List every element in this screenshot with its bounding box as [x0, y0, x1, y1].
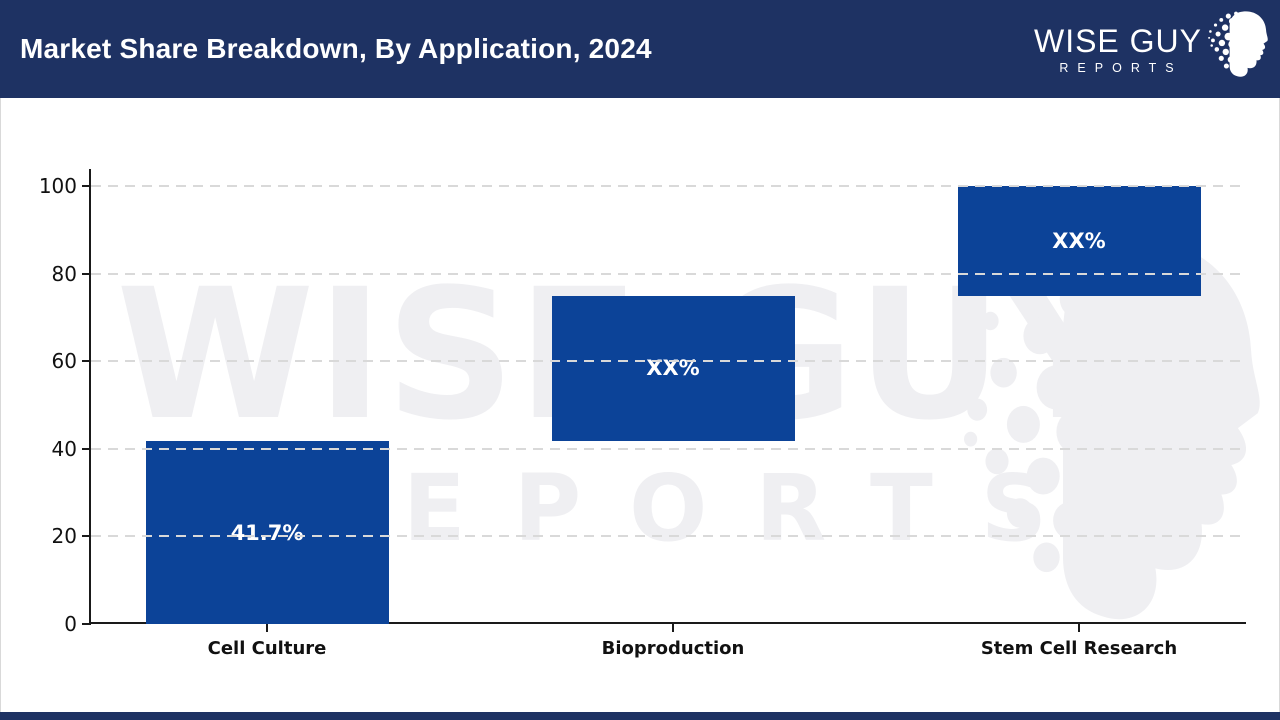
gridline	[91, 185, 1246, 187]
y-axis-tick	[82, 360, 91, 363]
header-band: Market Share Breakdown, By Application, …	[0, 0, 1280, 98]
x-category-label: Bioproduction	[601, 638, 745, 659]
brand-name: WISE GUY	[1033, 23, 1202, 59]
page-title: Market Share Breakdown, By Application, …	[20, 33, 652, 64]
bar-value-label: 41.7%	[230, 520, 304, 545]
x-axis-tick	[266, 624, 268, 632]
y-tick-label: 40	[51, 436, 77, 461]
y-axis-tick	[82, 535, 91, 538]
chart-region: WISE GUY REPORTS 0 20 40 60 80 100 41.7% Cell C…	[0, 98, 1280, 712]
x-axis-tick	[672, 624, 674, 632]
y-axis-tick	[82, 447, 91, 450]
x-category-label: Cell Culture	[207, 638, 327, 659]
watermark-head-icon	[952, 241, 1260, 620]
bar-segment: 41.7%	[145, 441, 389, 624]
y-tick-label: 20	[51, 524, 77, 549]
y-axis-tick	[82, 185, 91, 187]
x-category-label: Stem Cell Research	[980, 638, 1178, 659]
plot-area: 0 20 40 60 80 100 41.7% Cell Culture XX% Bioprodu…	[39, 169, 1246, 659]
brand-subtitle: REPORTS	[1059, 61, 1183, 75]
y-tick-label: 100	[38, 174, 77, 198]
brand-logo: WISE GUY REPORTS	[1034, 6, 1268, 94]
bar-value-label: XX%	[1052, 228, 1106, 253]
footer-band	[0, 712, 1280, 720]
brand-wordmark: WISE GUY REPORTS	[1034, 25, 1202, 75]
y-tick-label: 0	[64, 612, 77, 636]
gridline	[91, 535, 1246, 538]
head-profile-icon	[1208, 11, 1268, 77]
bar-segment: XX%	[957, 186, 1201, 296]
x-axis-tick	[1078, 624, 1080, 632]
y-axis-tick	[82, 623, 91, 625]
gridline	[91, 447, 1246, 450]
gridline	[91, 360, 1246, 363]
y-tick-label: 80	[51, 261, 77, 286]
gridline	[91, 272, 1246, 275]
bar-segment: XX%	[551, 295, 795, 442]
y-tick-label: 60	[51, 349, 77, 374]
y-axis-tick	[82, 272, 91, 275]
